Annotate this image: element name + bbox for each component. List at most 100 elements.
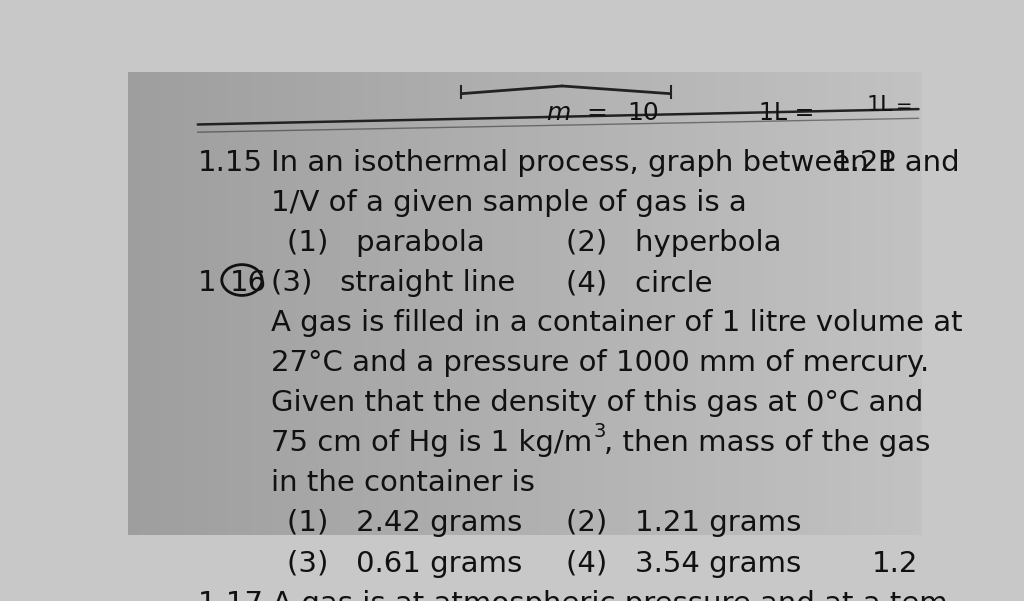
- Bar: [187, 72, 191, 535]
- Bar: [215, 72, 219, 535]
- Text: (4)   circle: (4) circle: [566, 269, 713, 297]
- Bar: [128, 72, 132, 535]
- Bar: [231, 72, 236, 535]
- Bar: [485, 72, 489, 535]
- Text: 10: 10: [628, 102, 659, 126]
- Bar: [699, 72, 703, 535]
- Bar: [327, 72, 331, 535]
- Bar: [255, 72, 259, 535]
- Bar: [465, 72, 469, 535]
- Bar: [835, 72, 839, 535]
- Bar: [620, 72, 624, 535]
- Text: 3: 3: [594, 422, 606, 441]
- Bar: [374, 72, 378, 535]
- Bar: [581, 72, 585, 535]
- Bar: [608, 72, 612, 535]
- Bar: [636, 72, 640, 535]
- Bar: [553, 72, 557, 535]
- Bar: [549, 72, 553, 535]
- Bar: [874, 72, 878, 535]
- Bar: [164, 72, 168, 535]
- Text: 1.2: 1.2: [872, 549, 919, 578]
- Bar: [905, 72, 909, 535]
- Bar: [410, 72, 414, 535]
- Bar: [807, 72, 811, 535]
- Bar: [223, 72, 227, 535]
- Bar: [727, 72, 731, 535]
- Text: m: m: [546, 102, 570, 126]
- Bar: [604, 72, 608, 535]
- Bar: [430, 72, 433, 535]
- Bar: [259, 72, 263, 535]
- Bar: [545, 72, 549, 535]
- Text: 16: 16: [230, 269, 267, 297]
- Bar: [338, 72, 342, 535]
- Bar: [532, 72, 537, 535]
- Bar: [882, 72, 886, 535]
- Bar: [247, 72, 251, 535]
- Bar: [818, 72, 822, 535]
- Bar: [719, 72, 723, 535]
- Bar: [418, 72, 422, 535]
- Bar: [152, 72, 156, 535]
- Bar: [918, 72, 922, 535]
- Bar: [219, 72, 223, 535]
- Bar: [862, 72, 866, 535]
- Bar: [898, 72, 902, 535]
- Bar: [183, 72, 187, 535]
- Bar: [902, 72, 905, 535]
- Bar: [913, 72, 918, 535]
- Text: 1/V of a given sample of gas is a: 1/V of a given sample of gas is a: [271, 189, 748, 217]
- Bar: [426, 72, 430, 535]
- Bar: [592, 72, 596, 535]
- Bar: [445, 72, 450, 535]
- Bar: [367, 72, 370, 535]
- Bar: [422, 72, 426, 535]
- Bar: [454, 72, 458, 535]
- Bar: [878, 72, 882, 535]
- Bar: [786, 72, 791, 535]
- Bar: [227, 72, 231, 535]
- Bar: [406, 72, 410, 535]
- Bar: [684, 72, 687, 535]
- Bar: [822, 72, 826, 535]
- Bar: [811, 72, 814, 535]
- Bar: [624, 72, 628, 535]
- Bar: [687, 72, 691, 535]
- Bar: [830, 72, 835, 535]
- Bar: [437, 72, 441, 535]
- Bar: [672, 72, 676, 535]
- Bar: [168, 72, 172, 535]
- Text: (2)   1.21 grams: (2) 1.21 grams: [566, 510, 801, 537]
- Bar: [505, 72, 509, 535]
- Text: (3)   0.61 grams: (3) 0.61 grams: [287, 549, 522, 578]
- Text: 75 cm of Hg is 1 kg/m: 75 cm of Hg is 1 kg/m: [271, 429, 593, 457]
- Bar: [274, 72, 279, 535]
- Bar: [283, 72, 287, 535]
- Bar: [803, 72, 807, 535]
- Bar: [469, 72, 473, 535]
- Bar: [588, 72, 592, 535]
- Bar: [585, 72, 588, 535]
- Text: =: =: [587, 102, 607, 126]
- Bar: [655, 72, 659, 535]
- Bar: [846, 72, 850, 535]
- Text: (3)   straight line: (3) straight line: [271, 269, 516, 297]
- Bar: [318, 72, 323, 535]
- Bar: [433, 72, 437, 535]
- Bar: [382, 72, 386, 535]
- Bar: [735, 72, 739, 535]
- Bar: [334, 72, 338, 535]
- Bar: [314, 72, 318, 535]
- Text: , then mass of the gas: , then mass of the gas: [604, 429, 930, 457]
- Text: 1.21: 1.21: [834, 149, 898, 177]
- Bar: [557, 72, 560, 535]
- Bar: [695, 72, 699, 535]
- Bar: [795, 72, 799, 535]
- Text: (4)   3.54 grams: (4) 3.54 grams: [566, 549, 801, 578]
- Bar: [648, 72, 651, 535]
- Bar: [243, 72, 247, 535]
- Bar: [342, 72, 346, 535]
- Bar: [850, 72, 854, 535]
- Bar: [160, 72, 164, 535]
